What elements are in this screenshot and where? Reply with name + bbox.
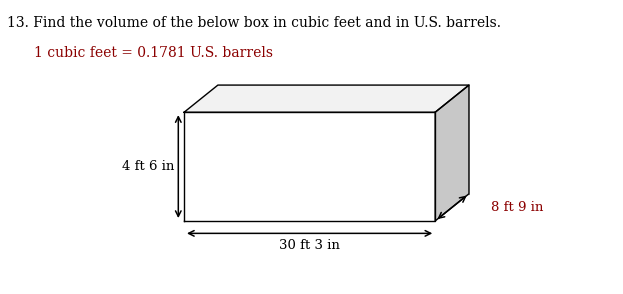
Text: 30 ft 3 in: 30 ft 3 in <box>279 239 340 252</box>
Text: 13. Find the volume of the below box in cubic feet and in U.S. barrels.: 13. Find the volume of the below box in … <box>7 16 502 30</box>
Text: 1 cubic feet = 0.1781 U.S. barrels: 1 cubic feet = 0.1781 U.S. barrels <box>34 46 273 60</box>
Text: 4 ft 6 in: 4 ft 6 in <box>121 160 174 173</box>
Polygon shape <box>184 85 469 112</box>
Text: 8 ft 9 in: 8 ft 9 in <box>491 201 543 214</box>
Polygon shape <box>184 112 435 221</box>
Polygon shape <box>435 85 469 221</box>
